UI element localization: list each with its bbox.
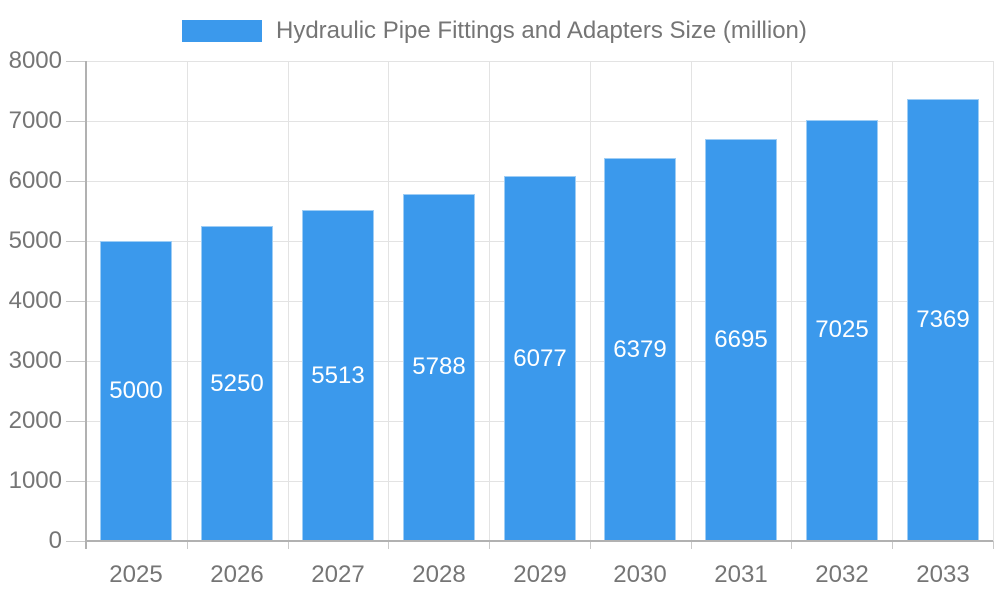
bar xyxy=(604,158,676,541)
gridline-vertical xyxy=(791,61,792,541)
y-axis-tick xyxy=(66,361,86,362)
gridline-vertical xyxy=(489,61,490,541)
bar-value-label: 5250 xyxy=(210,370,264,397)
y-axis-tick xyxy=(66,481,86,482)
gridline-vertical xyxy=(187,61,188,541)
y-axis-tick xyxy=(66,421,86,422)
x-axis-tick xyxy=(388,541,389,549)
gridline-vertical xyxy=(590,61,591,541)
bar xyxy=(907,99,979,541)
y-axis-label: 2000 xyxy=(8,407,62,434)
bar xyxy=(100,241,172,541)
x-axis-label: 2029 xyxy=(513,561,567,588)
bar xyxy=(201,226,273,541)
y-axis-label: 3000 xyxy=(8,347,62,374)
gridline-horizontal xyxy=(86,61,993,62)
x-axis-tick xyxy=(288,541,289,549)
x-axis-tick xyxy=(791,541,792,549)
y-axis-label: 7000 xyxy=(8,107,62,134)
x-axis-tick xyxy=(590,541,591,549)
x-axis-label: 2031 xyxy=(714,561,768,588)
bar xyxy=(806,120,878,542)
bar-value-label: 6379 xyxy=(613,336,667,363)
x-axis-tick xyxy=(489,541,490,549)
y-axis-label: 6000 xyxy=(8,167,62,194)
bar xyxy=(302,210,374,541)
gridline-vertical xyxy=(691,61,692,541)
x-axis-label: 2025 xyxy=(109,561,163,588)
bar xyxy=(504,176,576,541)
y-axis-tick xyxy=(66,301,86,302)
x-axis-line xyxy=(85,540,993,542)
gridline-vertical xyxy=(388,61,389,541)
y-axis-label: 4000 xyxy=(8,287,62,314)
x-axis-label: 2026 xyxy=(210,561,264,588)
y-axis-tick xyxy=(66,61,86,62)
x-axis-tick xyxy=(691,541,692,549)
y-axis-label: 0 xyxy=(48,527,62,554)
y-axis-tick xyxy=(66,181,86,182)
x-axis-label: 2033 xyxy=(916,561,970,588)
bar-value-label: 5513 xyxy=(311,362,365,389)
bar-value-label: 7369 xyxy=(916,306,970,333)
x-axis-label: 2030 xyxy=(613,561,667,588)
y-axis-tick xyxy=(66,241,86,242)
x-axis-tick xyxy=(187,541,188,549)
y-axis-label: 1000 xyxy=(8,467,62,494)
x-axis-tick xyxy=(892,541,893,549)
y-axis-label: 5000 xyxy=(8,227,62,254)
gridline-vertical xyxy=(993,61,994,541)
legend-label: Hydraulic Pipe Fittings and Adapters Siz… xyxy=(276,17,807,44)
legend-swatch xyxy=(182,20,262,42)
bar xyxy=(705,139,777,541)
bar xyxy=(403,194,475,541)
bar-value-label: 5000 xyxy=(109,377,163,404)
y-axis-tick xyxy=(66,541,86,542)
x-axis-label: 2028 xyxy=(412,561,466,588)
bar-value-label: 7025 xyxy=(815,316,869,343)
bar-value-label: 5788 xyxy=(412,353,466,380)
y-axis-line xyxy=(85,61,87,549)
y-axis-tick xyxy=(66,121,86,122)
gridline-vertical xyxy=(892,61,893,541)
x-axis-tick xyxy=(993,541,994,549)
bar-value-label: 6695 xyxy=(714,326,768,353)
bar-value-label: 6077 xyxy=(513,345,567,372)
x-axis-label: 2032 xyxy=(815,561,869,588)
gridline-horizontal xyxy=(86,121,993,122)
legend: Hydraulic Pipe Fittings and Adapters Siz… xyxy=(0,0,1000,56)
x-axis-label: 2027 xyxy=(311,561,365,588)
gridline-vertical xyxy=(288,61,289,541)
y-axis-label: 8000 xyxy=(8,47,62,74)
